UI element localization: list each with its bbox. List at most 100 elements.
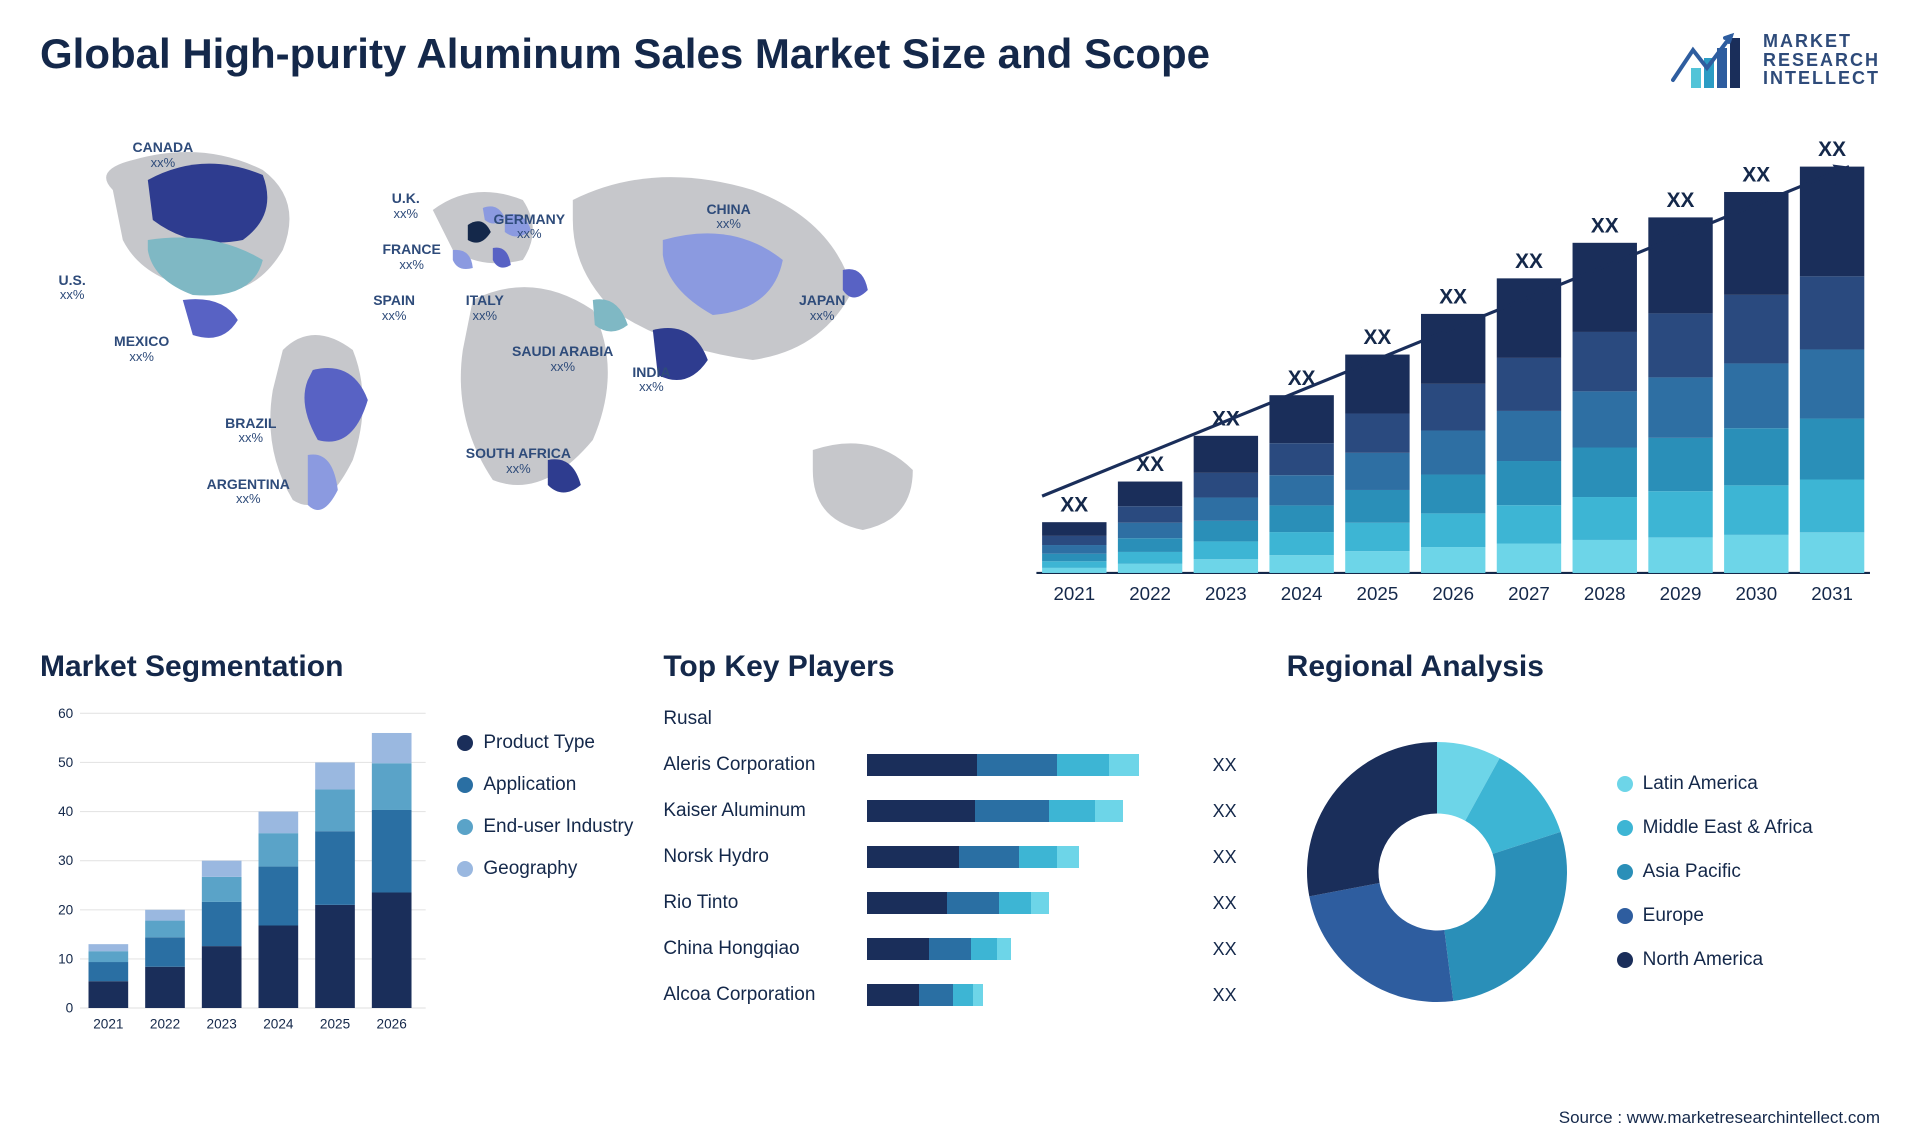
svg-text:20: 20: [58, 902, 74, 917]
svg-text:XX: XX: [1666, 189, 1694, 212]
player-name: Kaiser Aluminum: [663, 800, 853, 822]
map-label: SAUDI ARABIAxx%: [512, 344, 613, 374]
legend-dot: [1617, 864, 1633, 880]
legend-item: Asia Pacific: [1617, 861, 1813, 883]
logo-text: MARKET RESEARCH INTELLECT: [1763, 32, 1880, 89]
player-value: XX: [1213, 893, 1237, 914]
map-label: INDIAxx%: [632, 365, 670, 395]
player-row: China HongqiaoXX: [663, 932, 1236, 966]
legend-item: Europe: [1617, 905, 1813, 927]
legend-dot: [1617, 776, 1633, 792]
legend-dot: [1617, 820, 1633, 836]
donut-wrap: [1287, 722, 1587, 1022]
player-bar-seg: [867, 754, 977, 776]
player-row: Kaiser AluminumXX: [663, 794, 1236, 828]
player-name: Norsk Hydro: [663, 846, 853, 868]
header: Global High-purity Aluminum Sales Market…: [40, 30, 1880, 90]
player-name: China Hongqiao: [663, 938, 853, 960]
regional-title: Regional Analysis: [1287, 650, 1880, 684]
legend-dot: [457, 777, 473, 793]
player-name: Rio Tinto: [663, 892, 853, 914]
regional-chart: Latin America Middle East & Africa Asia Pa…: [1287, 702, 1880, 1042]
player-bar-seg: [1095, 800, 1123, 822]
legend-dot: [457, 735, 473, 751]
legend-dot: [457, 819, 473, 835]
map-label: SPAINxx%: [373, 293, 415, 323]
svg-text:2024: 2024: [263, 1016, 294, 1031]
player-row: Norsk Hydro XX: [663, 840, 1236, 874]
player-bar: [867, 938, 1190, 960]
svg-text:50: 50: [58, 755, 74, 770]
players-panel: Top Key Players RusalAleris CorporationX…: [663, 650, 1256, 1080]
legend-label: Latin America: [1643, 773, 1758, 795]
legend-dot: [1617, 908, 1633, 924]
segmentation-panel: Market Segmentation 01020304050602021202…: [40, 650, 633, 1080]
player-bar-seg: [959, 846, 1019, 868]
segmentation-chart: 0102030405060202120222023202420252026 Pr…: [40, 702, 633, 1042]
player-value: XX: [1213, 985, 1237, 1006]
legend-item: Application: [457, 774, 633, 796]
player-bar-seg: [947, 892, 999, 914]
player-bar-seg: [997, 938, 1011, 960]
svg-text:2025: 2025: [320, 1016, 350, 1031]
svg-text:30: 30: [58, 853, 74, 868]
legend-label: Asia Pacific: [1643, 861, 1741, 883]
logo-line-3: INTELLECT: [1763, 69, 1880, 88]
player-bar-seg: [973, 984, 983, 1006]
map-label: GERMANYxx%: [494, 212, 566, 242]
svg-text:2023: 2023: [207, 1016, 237, 1031]
legend-label: End-user Industry: [483, 816, 633, 838]
world-map: CANADAxx%U.S.xx%MEXICOxx%BRAZILxx%ARGENT…: [40, 120, 966, 630]
svg-text:2026: 2026: [1432, 583, 1474, 604]
svg-text:XX: XX: [1742, 164, 1770, 187]
player-bar-seg: [919, 984, 953, 1006]
map-label: U.K.xx%: [392, 191, 420, 221]
svg-text:2030: 2030: [1735, 583, 1777, 604]
player-row: Alcoa Corporation XX: [663, 978, 1236, 1012]
players-list: Rusal Aleris CorporationXX Kaiser Aluminum…: [663, 702, 1256, 1012]
player-bar-seg: [1109, 754, 1139, 776]
legend-label: Application: [483, 774, 576, 796]
svg-text:2021: 2021: [93, 1016, 123, 1031]
player-bar: [867, 754, 1190, 776]
svg-text:2022: 2022: [150, 1016, 180, 1031]
legend-label: North America: [1643, 949, 1763, 971]
logo: MARKET RESEARCH INTELLECT: [1671, 30, 1880, 90]
player-bar-seg: [977, 754, 1057, 776]
legend-item: Product Type: [457, 732, 633, 754]
player-bar-seg: [953, 984, 973, 1006]
map-label: JAPANxx%: [799, 293, 845, 323]
map-label: CHINAxx%: [706, 202, 750, 232]
player-name: Alcoa Corporation: [663, 984, 853, 1006]
svg-text:2026: 2026: [377, 1016, 407, 1031]
svg-text:XX: XX: [1060, 494, 1088, 517]
svg-text:XX: XX: [1515, 250, 1543, 273]
player-bar-seg: [1019, 846, 1057, 868]
regional-legend: Latin America Middle East & Africa Asia Pa…: [1617, 773, 1813, 971]
svg-text:60: 60: [58, 706, 74, 721]
svg-text:XX: XX: [1212, 407, 1240, 430]
top-row: CANADAxx%U.S.xx%MEXICOxx%BRAZILxx%ARGENT…: [40, 120, 1880, 630]
player-value: XX: [1213, 847, 1237, 868]
player-row: Aleris CorporationXX: [663, 748, 1236, 782]
player-value: XX: [1213, 755, 1237, 776]
legend-item: Middle East & Africa: [1617, 817, 1813, 839]
map-label: ARGENTINAxx%: [207, 477, 290, 507]
svg-text:2022: 2022: [1129, 583, 1171, 604]
legend-dot: [457, 861, 473, 877]
svg-text:2025: 2025: [1356, 583, 1398, 604]
segmentation-legend: Product Type Application End-user Industry…: [457, 702, 633, 1042]
logo-line-2: RESEARCH: [1763, 51, 1880, 70]
player-name: Rusal: [663, 708, 853, 730]
svg-text:2028: 2028: [1584, 583, 1626, 604]
player-bar-seg: [1057, 754, 1109, 776]
player-bar: [867, 892, 1190, 914]
svg-text:XX: XX: [1590, 214, 1618, 237]
map-label: MEXICOxx%: [114, 334, 169, 364]
svg-text:2031: 2031: [1811, 583, 1853, 604]
regional-panel: Regional Analysis Latin America Middle Ea…: [1287, 650, 1880, 1080]
svg-text:2023: 2023: [1205, 583, 1247, 604]
player-bar-seg: [867, 800, 975, 822]
map-label: BRAZILxx%: [225, 416, 276, 446]
svg-text:40: 40: [58, 804, 74, 819]
